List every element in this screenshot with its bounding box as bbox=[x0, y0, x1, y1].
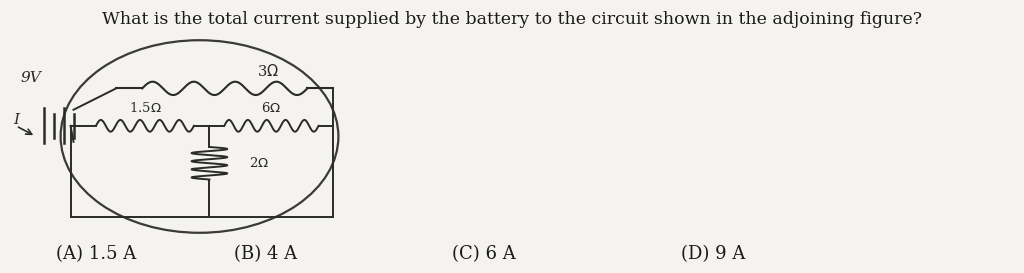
Text: (A) 1.5 A: (A) 1.5 A bbox=[55, 245, 136, 263]
Text: I: I bbox=[13, 114, 19, 127]
Text: (C) 6 A: (C) 6 A bbox=[453, 245, 516, 263]
Text: What is the total current supplied by the battery to the circuit shown in the ad: What is the total current supplied by th… bbox=[102, 11, 922, 28]
Text: 3$\Omega$: 3$\Omega$ bbox=[257, 63, 280, 79]
Text: 9V: 9V bbox=[20, 71, 41, 85]
Text: (D) 9 A: (D) 9 A bbox=[681, 245, 745, 263]
Text: 6$\Omega$: 6$\Omega$ bbox=[261, 101, 282, 115]
Text: 2$\Omega$: 2$\Omega$ bbox=[249, 156, 269, 170]
Text: 1.5$\Omega$: 1.5$\Omega$ bbox=[129, 101, 162, 115]
Text: (B) 4 A: (B) 4 A bbox=[234, 245, 297, 263]
